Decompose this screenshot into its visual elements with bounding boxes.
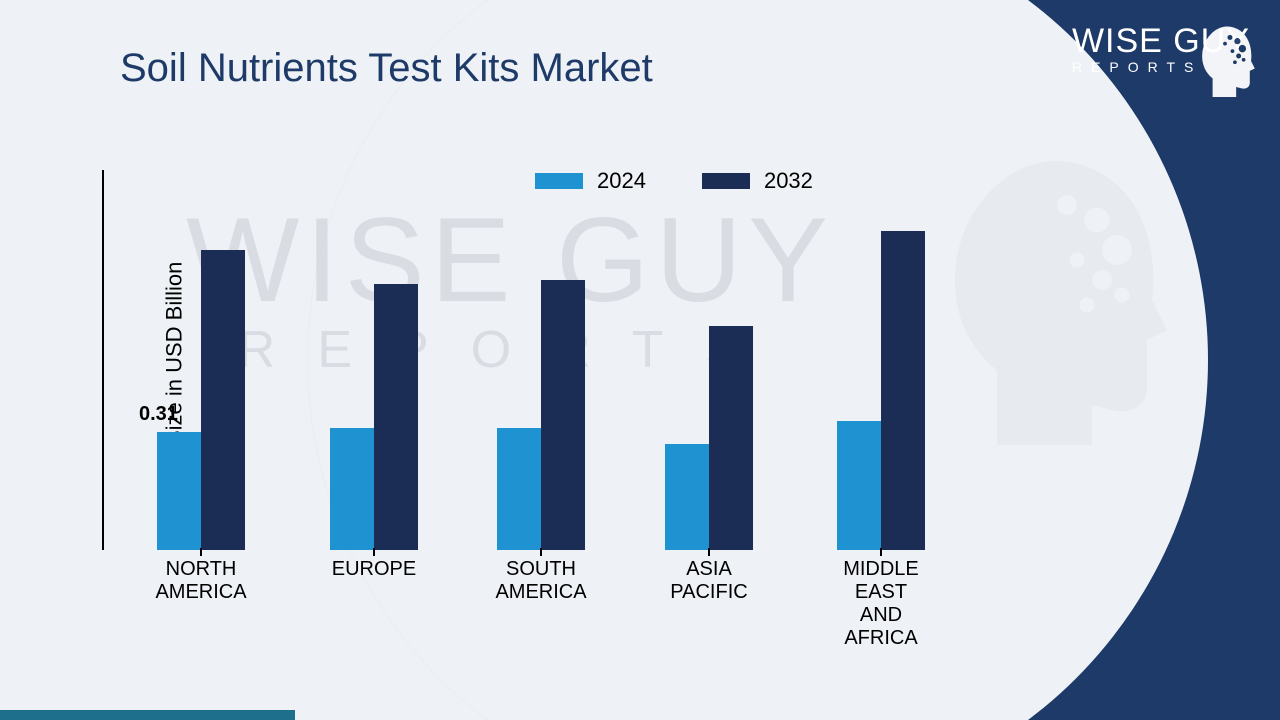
- bar-value-label: 0.31: [139, 403, 178, 426]
- bar: [330, 428, 374, 550]
- x-axis-label: SOUTHAMERICA: [466, 558, 616, 604]
- bar: [665, 444, 709, 550]
- legend-swatch-2032: [702, 173, 750, 189]
- bar: [837, 421, 881, 550]
- legend-item-2024: 2024: [535, 168, 646, 194]
- x-tick: [708, 548, 710, 556]
- x-axis-label: MIDDLEEASTANDAFRICA: [806, 558, 956, 650]
- logo-head-icon: [1194, 22, 1256, 100]
- legend-swatch-2024: [535, 173, 583, 189]
- legend-item-2032: 2032: [702, 168, 813, 194]
- bar: [201, 250, 245, 550]
- bar: [541, 280, 585, 550]
- bar-chart: Market Size in USD Billion 0.31 NORTHAME…: [90, 170, 970, 610]
- bar: [881, 231, 925, 550]
- bar: [709, 326, 753, 550]
- x-axis-label: EUROPE: [299, 558, 449, 581]
- bar: [157, 432, 201, 550]
- bar: [497, 428, 541, 550]
- x-tick: [200, 548, 202, 556]
- plot-area: 0.31: [102, 170, 950, 550]
- chart-title: Soil Nutrients Test Kits Market: [120, 46, 653, 91]
- legend-label-2032: 2032: [764, 168, 813, 194]
- x-axis-label: ASIAPACIFIC: [634, 558, 784, 604]
- x-tick: [540, 548, 542, 556]
- chart-legend: 2024 2032: [535, 168, 813, 194]
- legend-label-2024: 2024: [597, 168, 646, 194]
- x-tick: [880, 548, 882, 556]
- bar: [374, 284, 418, 550]
- x-axis-label: NORTHAMERICA: [126, 558, 276, 604]
- bottom-accent-strip: [0, 710, 295, 720]
- brand-logo: WISE GUY REPORTS: [1072, 24, 1250, 74]
- x-tick: [373, 548, 375, 556]
